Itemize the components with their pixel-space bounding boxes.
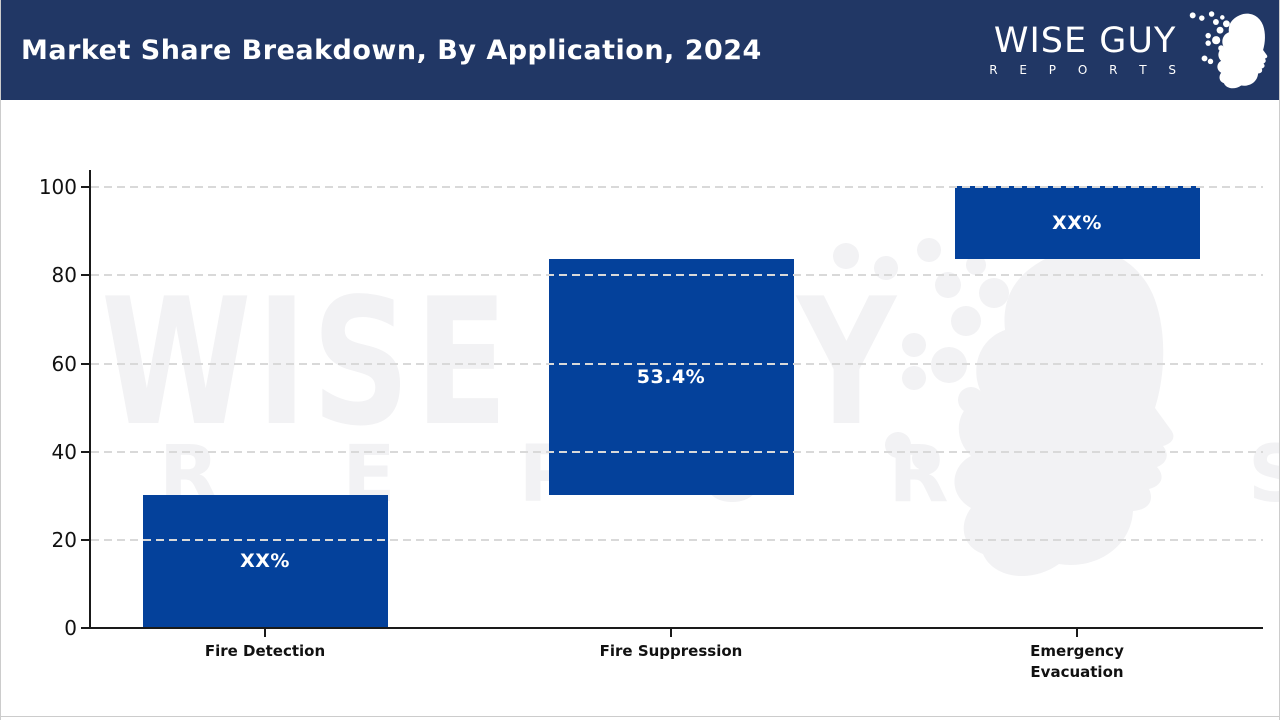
bar-value-label: XX%: [240, 549, 290, 572]
y-tick-label: 80: [51, 263, 77, 288]
y-tick-mark: [81, 538, 89, 541]
x-tick-mark: [670, 629, 672, 637]
page-title: Market Share Breakdown, By Application, …: [21, 34, 762, 66]
chart-area: 0 20 40 60 80 100 XX% Fire Detection 53.4% Fire S…: [1, 100, 1279, 720]
brand-logo-subtitle: R E P O R T S: [989, 63, 1185, 77]
brand-logo: WISE GUY R E P O R T S: [985, 0, 1269, 100]
x-axis-line: [88, 627, 1263, 629]
x-category-label: Fire Detection: [204, 642, 326, 660]
bar-segment: XX%: [954, 186, 1200, 260]
bar-segment: XX%: [142, 494, 388, 627]
y-tick-label: 20: [51, 527, 77, 552]
brand-logo-name: WISE GUY: [993, 21, 1177, 61]
gridline: [91, 186, 1263, 189]
bar-segment: 53.4%: [548, 259, 794, 495]
header-bar: Market Share Breakdown, By Application, …: [1, 0, 1279, 100]
gridline: [91, 274, 1263, 277]
y-tick-mark: [81, 274, 89, 277]
x-category-label: Fire Suppression: [599, 642, 743, 660]
x-tick-mark: [1076, 629, 1078, 637]
y-tick-label: 100: [38, 175, 77, 200]
brand-logo-text: WISE GUY R E P O R T S: [985, 21, 1185, 77]
y-tick-label: 60: [51, 351, 77, 376]
x-category-label: Emergency Evacuation: [1030, 642, 1124, 681]
y-tick-mark: [81, 186, 89, 189]
gridline: [91, 450, 1263, 453]
bar-value-label: 53.4%: [636, 366, 706, 389]
watermark-face-icon: [833, 238, 1174, 577]
y-tick-mark: [81, 362, 89, 365]
y-tick-mark: [81, 627, 89, 629]
x-tick-mark: [264, 629, 266, 637]
y-tick-label: 40: [51, 439, 77, 464]
y-tick-label: 0: [64, 616, 77, 640]
gridline: [91, 538, 1263, 541]
brand-face-icon: [1189, 11, 1268, 89]
bar-value-label: XX%: [1052, 211, 1102, 234]
gridline: [91, 362, 1263, 365]
frame-bottom-border: [1, 716, 1279, 717]
y-axis-line: [89, 170, 91, 629]
y-tick-mark: [81, 450, 89, 453]
